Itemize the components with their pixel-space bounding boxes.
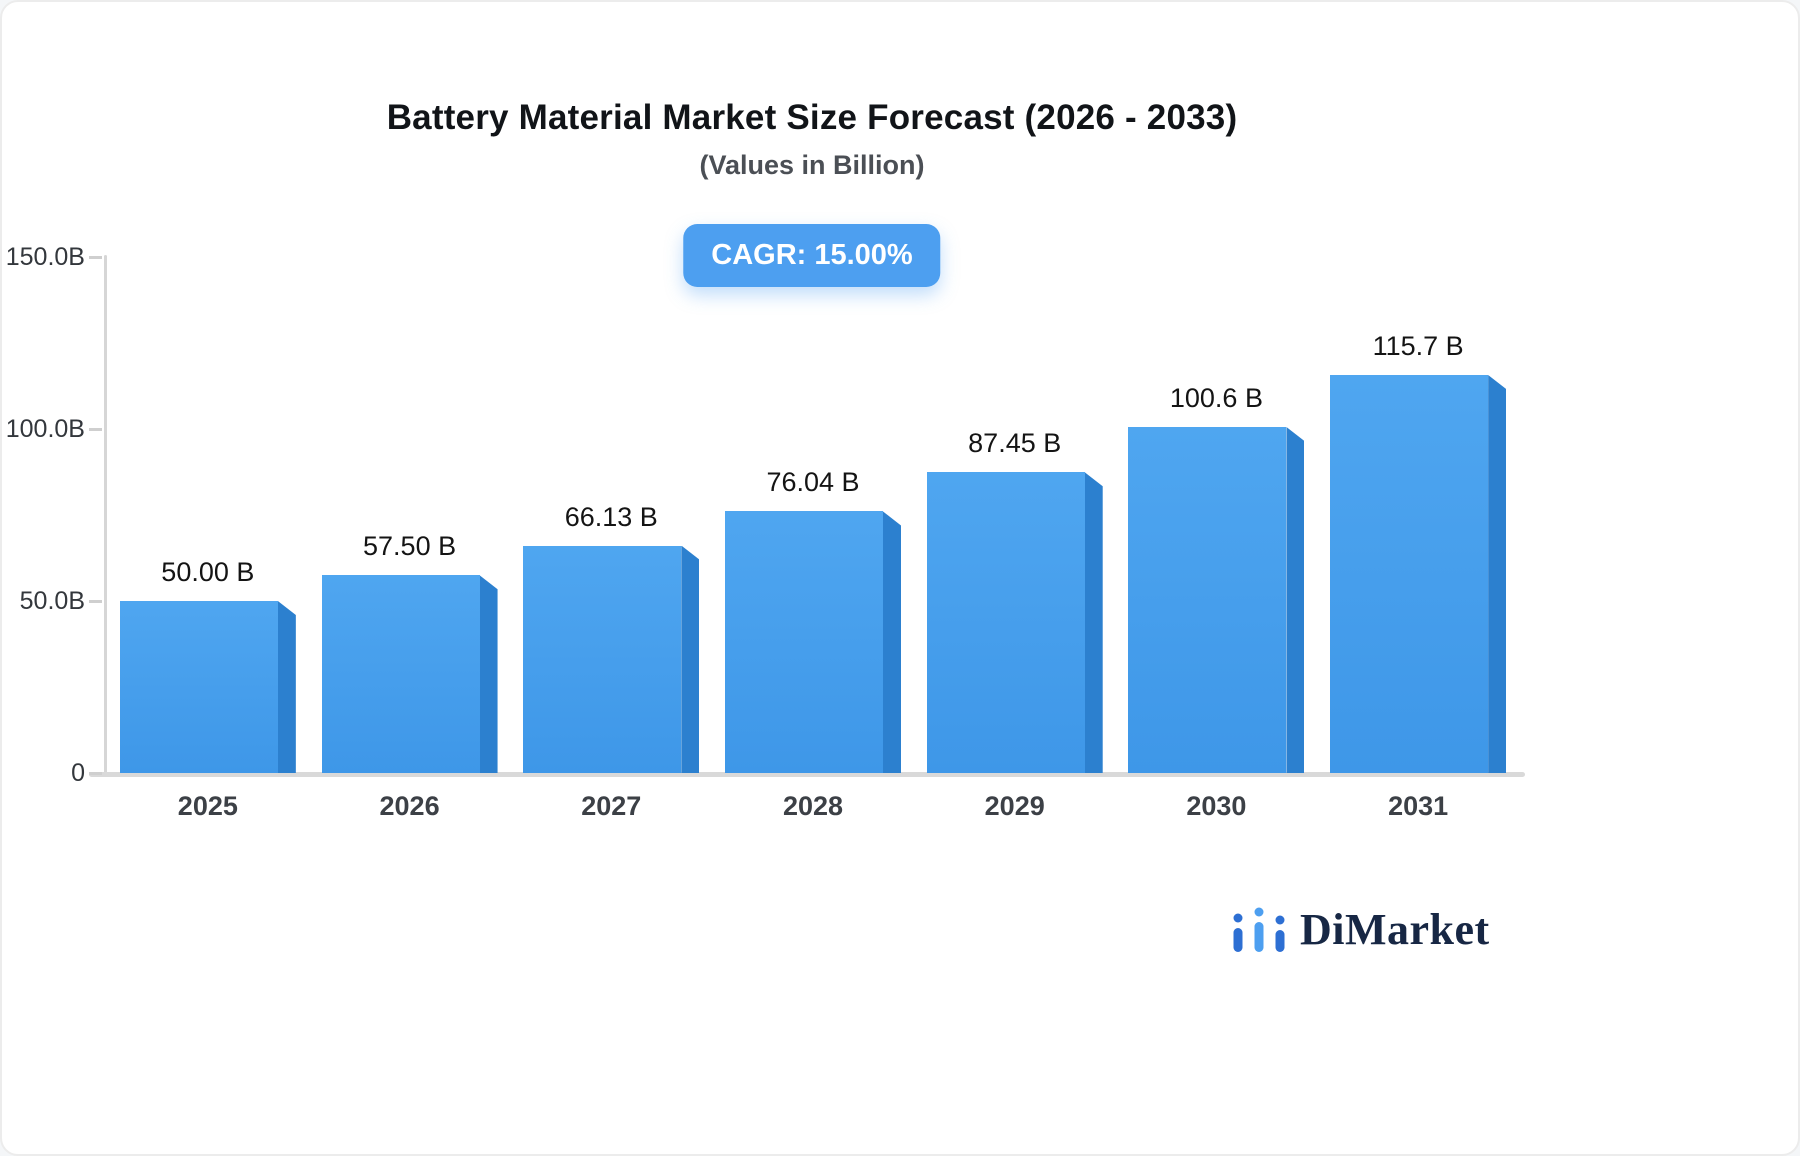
bar-value-label: 115.7 B [1372, 330, 1464, 361]
bar-face [119, 601, 278, 773]
y-axis-tick-label: 50.0B [19, 587, 85, 615]
y-axis-tick-mark [89, 772, 102, 775]
bar-face [926, 472, 1085, 773]
y-axis-tick-mark [89, 600, 102, 603]
cagr-badge: CAGR: 15.00% [683, 224, 941, 287]
bar [926, 472, 1103, 773]
x-axis-tick-label: 2026 [379, 791, 440, 821]
bar-value-label: 57.50 B [363, 531, 457, 562]
bar-value-label: 50.00 B [161, 557, 255, 587]
bar-side [1286, 426, 1305, 773]
chart-content: Battery Material Market Size Forecast (2… [2, 2, 1622, 1154]
bar [321, 575, 498, 773]
x-axis-tick-label: 2029 [984, 791, 1045, 821]
y-axis-tick-label: 100.0B [5, 415, 85, 443]
chart-title: Battery Material Market Size Forecast (2… [386, 98, 1238, 137]
bar-face [321, 575, 480, 773]
bar-value-label: 87.45 B [968, 428, 1062, 459]
x-axis-tick-label: 2025 [177, 791, 238, 821]
bar-face [1330, 375, 1489, 773]
x-axis-tick-label: 2030 [1186, 791, 1247, 821]
bar [1128, 426, 1305, 773]
y-axis-tick-label: 150.0B [5, 243, 85, 271]
bar [119, 601, 296, 773]
y-axis-tick-mark [89, 256, 102, 259]
x-axis-tick-label: 2028 [782, 791, 844, 821]
bar-face [1128, 426, 1287, 773]
x-axis-tick-label: 2031 [1388, 791, 1449, 821]
bar-side [277, 601, 296, 773]
chart-subtitle: (Values in Billion) [699, 150, 925, 180]
brand-name: DiMarket [1300, 905, 1490, 954]
y-axis-tick-mark [89, 428, 102, 431]
plot-area: 150.0B 100.0B 50.0B 0 50.00 B 2025 57.50 B 2026… [6, 243, 1525, 821]
brand-logo: DiMarket [1230, 904, 1490, 955]
y-axis-line [104, 255, 107, 773]
bar-face [725, 511, 883, 773]
bar-side [883, 511, 901, 773]
bar-side [1084, 472, 1103, 773]
y-axis-tick-label: 0 [71, 759, 85, 787]
bar [1330, 375, 1507, 773]
x-axis-line [89, 772, 1525, 777]
bar-chart-logo-icon [1230, 906, 1288, 954]
bar [725, 511, 901, 773]
bar-value-label: 66.13 B [564, 501, 658, 532]
bar-face [523, 545, 682, 773]
bar-value-label: 76.04 B [766, 467, 860, 498]
bar-value-label: 100.6 B [1169, 382, 1263, 413]
x-axis-tick-label: 2027 [581, 791, 642, 821]
bar [523, 545, 700, 773]
bar-side [1488, 375, 1507, 773]
bar-side [479, 575, 498, 773]
bar-side [681, 545, 700, 773]
